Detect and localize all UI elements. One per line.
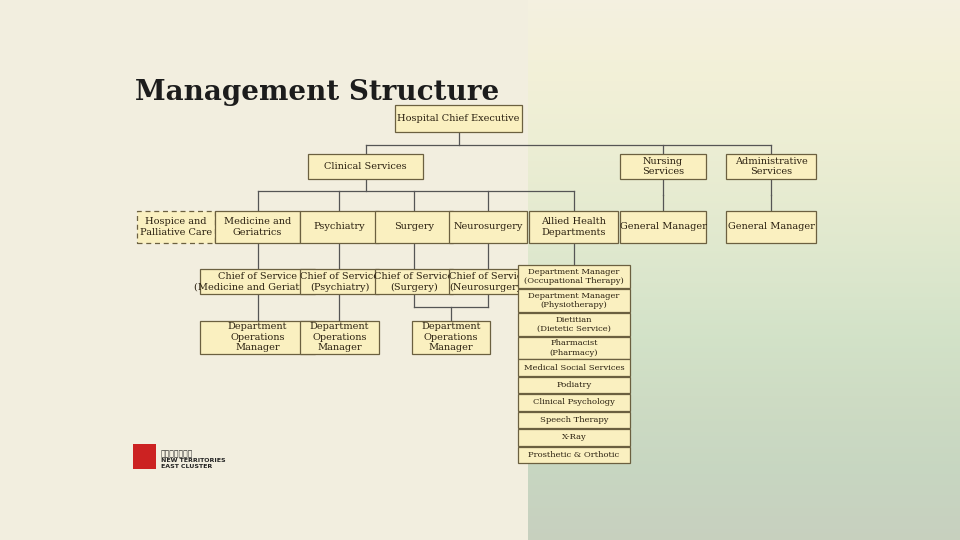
Text: Hospice and
Palliative Care: Hospice and Palliative Care: [140, 217, 212, 237]
FancyBboxPatch shape: [518, 336, 630, 360]
Text: Prosthetic & Orthotic: Prosthetic & Orthotic: [528, 451, 619, 459]
Text: Speech Therapy: Speech Therapy: [540, 416, 608, 424]
Text: Clinical Psychology: Clinical Psychology: [533, 399, 614, 407]
Text: NEW TERRITORIES: NEW TERRITORIES: [161, 458, 226, 463]
Text: Chief of Service
(Psychiatry): Chief of Service (Psychiatry): [300, 272, 379, 292]
FancyBboxPatch shape: [396, 105, 522, 132]
Text: Psychiatry: Psychiatry: [314, 222, 366, 232]
FancyBboxPatch shape: [727, 154, 816, 179]
Text: Management Structure: Management Structure: [134, 79, 499, 106]
Text: Medicine and
Geriatrics: Medicine and Geriatrics: [224, 217, 291, 237]
Text: Department
Operations
Manager: Department Operations Manager: [421, 322, 481, 352]
FancyBboxPatch shape: [518, 289, 630, 312]
FancyBboxPatch shape: [412, 321, 491, 354]
FancyBboxPatch shape: [518, 359, 630, 376]
FancyBboxPatch shape: [200, 269, 315, 294]
FancyBboxPatch shape: [300, 211, 378, 242]
Text: Surgery: Surgery: [394, 222, 434, 232]
Text: Department
Operations
Manager: Department Operations Manager: [228, 322, 287, 352]
Text: Administrative
Services: Administrative Services: [734, 157, 807, 177]
FancyBboxPatch shape: [620, 154, 706, 179]
Text: Dietitian
(Dietetic Service): Dietitian (Dietetic Service): [537, 316, 611, 333]
FancyBboxPatch shape: [308, 154, 423, 179]
Text: Hospital Chief Executive: Hospital Chief Executive: [397, 114, 519, 123]
Text: EAST CLUSTER: EAST CLUSTER: [161, 464, 212, 469]
FancyBboxPatch shape: [374, 269, 453, 294]
Text: Clinical Services: Clinical Services: [324, 162, 407, 171]
FancyBboxPatch shape: [300, 269, 378, 294]
Text: General Manager: General Manager: [728, 222, 814, 232]
FancyBboxPatch shape: [518, 394, 630, 411]
Text: General Manager: General Manager: [620, 222, 707, 232]
Text: Chief of Service
(Neurosurgery): Chief of Service (Neurosurgery): [448, 272, 528, 292]
FancyBboxPatch shape: [620, 211, 706, 242]
FancyBboxPatch shape: [529, 211, 618, 242]
Text: Department
Operations
Manager: Department Operations Manager: [310, 322, 370, 352]
FancyBboxPatch shape: [518, 313, 630, 336]
FancyBboxPatch shape: [136, 211, 215, 242]
FancyBboxPatch shape: [518, 411, 630, 428]
Text: Allied Health
Departments: Allied Health Departments: [541, 217, 607, 237]
Text: Pharmacist
(Pharmacy): Pharmacist (Pharmacy): [549, 339, 598, 356]
Text: X-Ray: X-Ray: [562, 434, 587, 441]
Text: Chief of Service
(Surgery): Chief of Service (Surgery): [374, 272, 453, 292]
FancyBboxPatch shape: [449, 211, 527, 242]
Text: Nursing
Services: Nursing Services: [642, 157, 684, 177]
FancyBboxPatch shape: [518, 266, 630, 288]
Text: Neurosurgery: Neurosurgery: [453, 222, 523, 232]
Text: Chief of Service
(Medicine and Geriatrics): Chief of Service (Medicine and Geriatric…: [194, 272, 322, 292]
Text: Department Manager
(Physiotherapy): Department Manager (Physiotherapy): [528, 292, 619, 309]
Text: Department Manager
(Occupational Therapy): Department Manager (Occupational Therapy…: [524, 268, 624, 286]
FancyBboxPatch shape: [215, 211, 300, 242]
Text: 新界東醫院聯網: 新界東醫院聯網: [161, 449, 193, 458]
FancyBboxPatch shape: [518, 377, 630, 393]
Text: Podiatry: Podiatry: [556, 381, 591, 389]
FancyBboxPatch shape: [374, 211, 453, 242]
FancyBboxPatch shape: [449, 269, 527, 294]
FancyBboxPatch shape: [300, 321, 378, 354]
FancyBboxPatch shape: [200, 321, 315, 354]
FancyBboxPatch shape: [727, 211, 816, 242]
FancyBboxPatch shape: [518, 429, 630, 445]
Bar: [133, 444, 156, 469]
FancyBboxPatch shape: [518, 447, 630, 463]
Text: Medical Social Services: Medical Social Services: [523, 363, 624, 372]
